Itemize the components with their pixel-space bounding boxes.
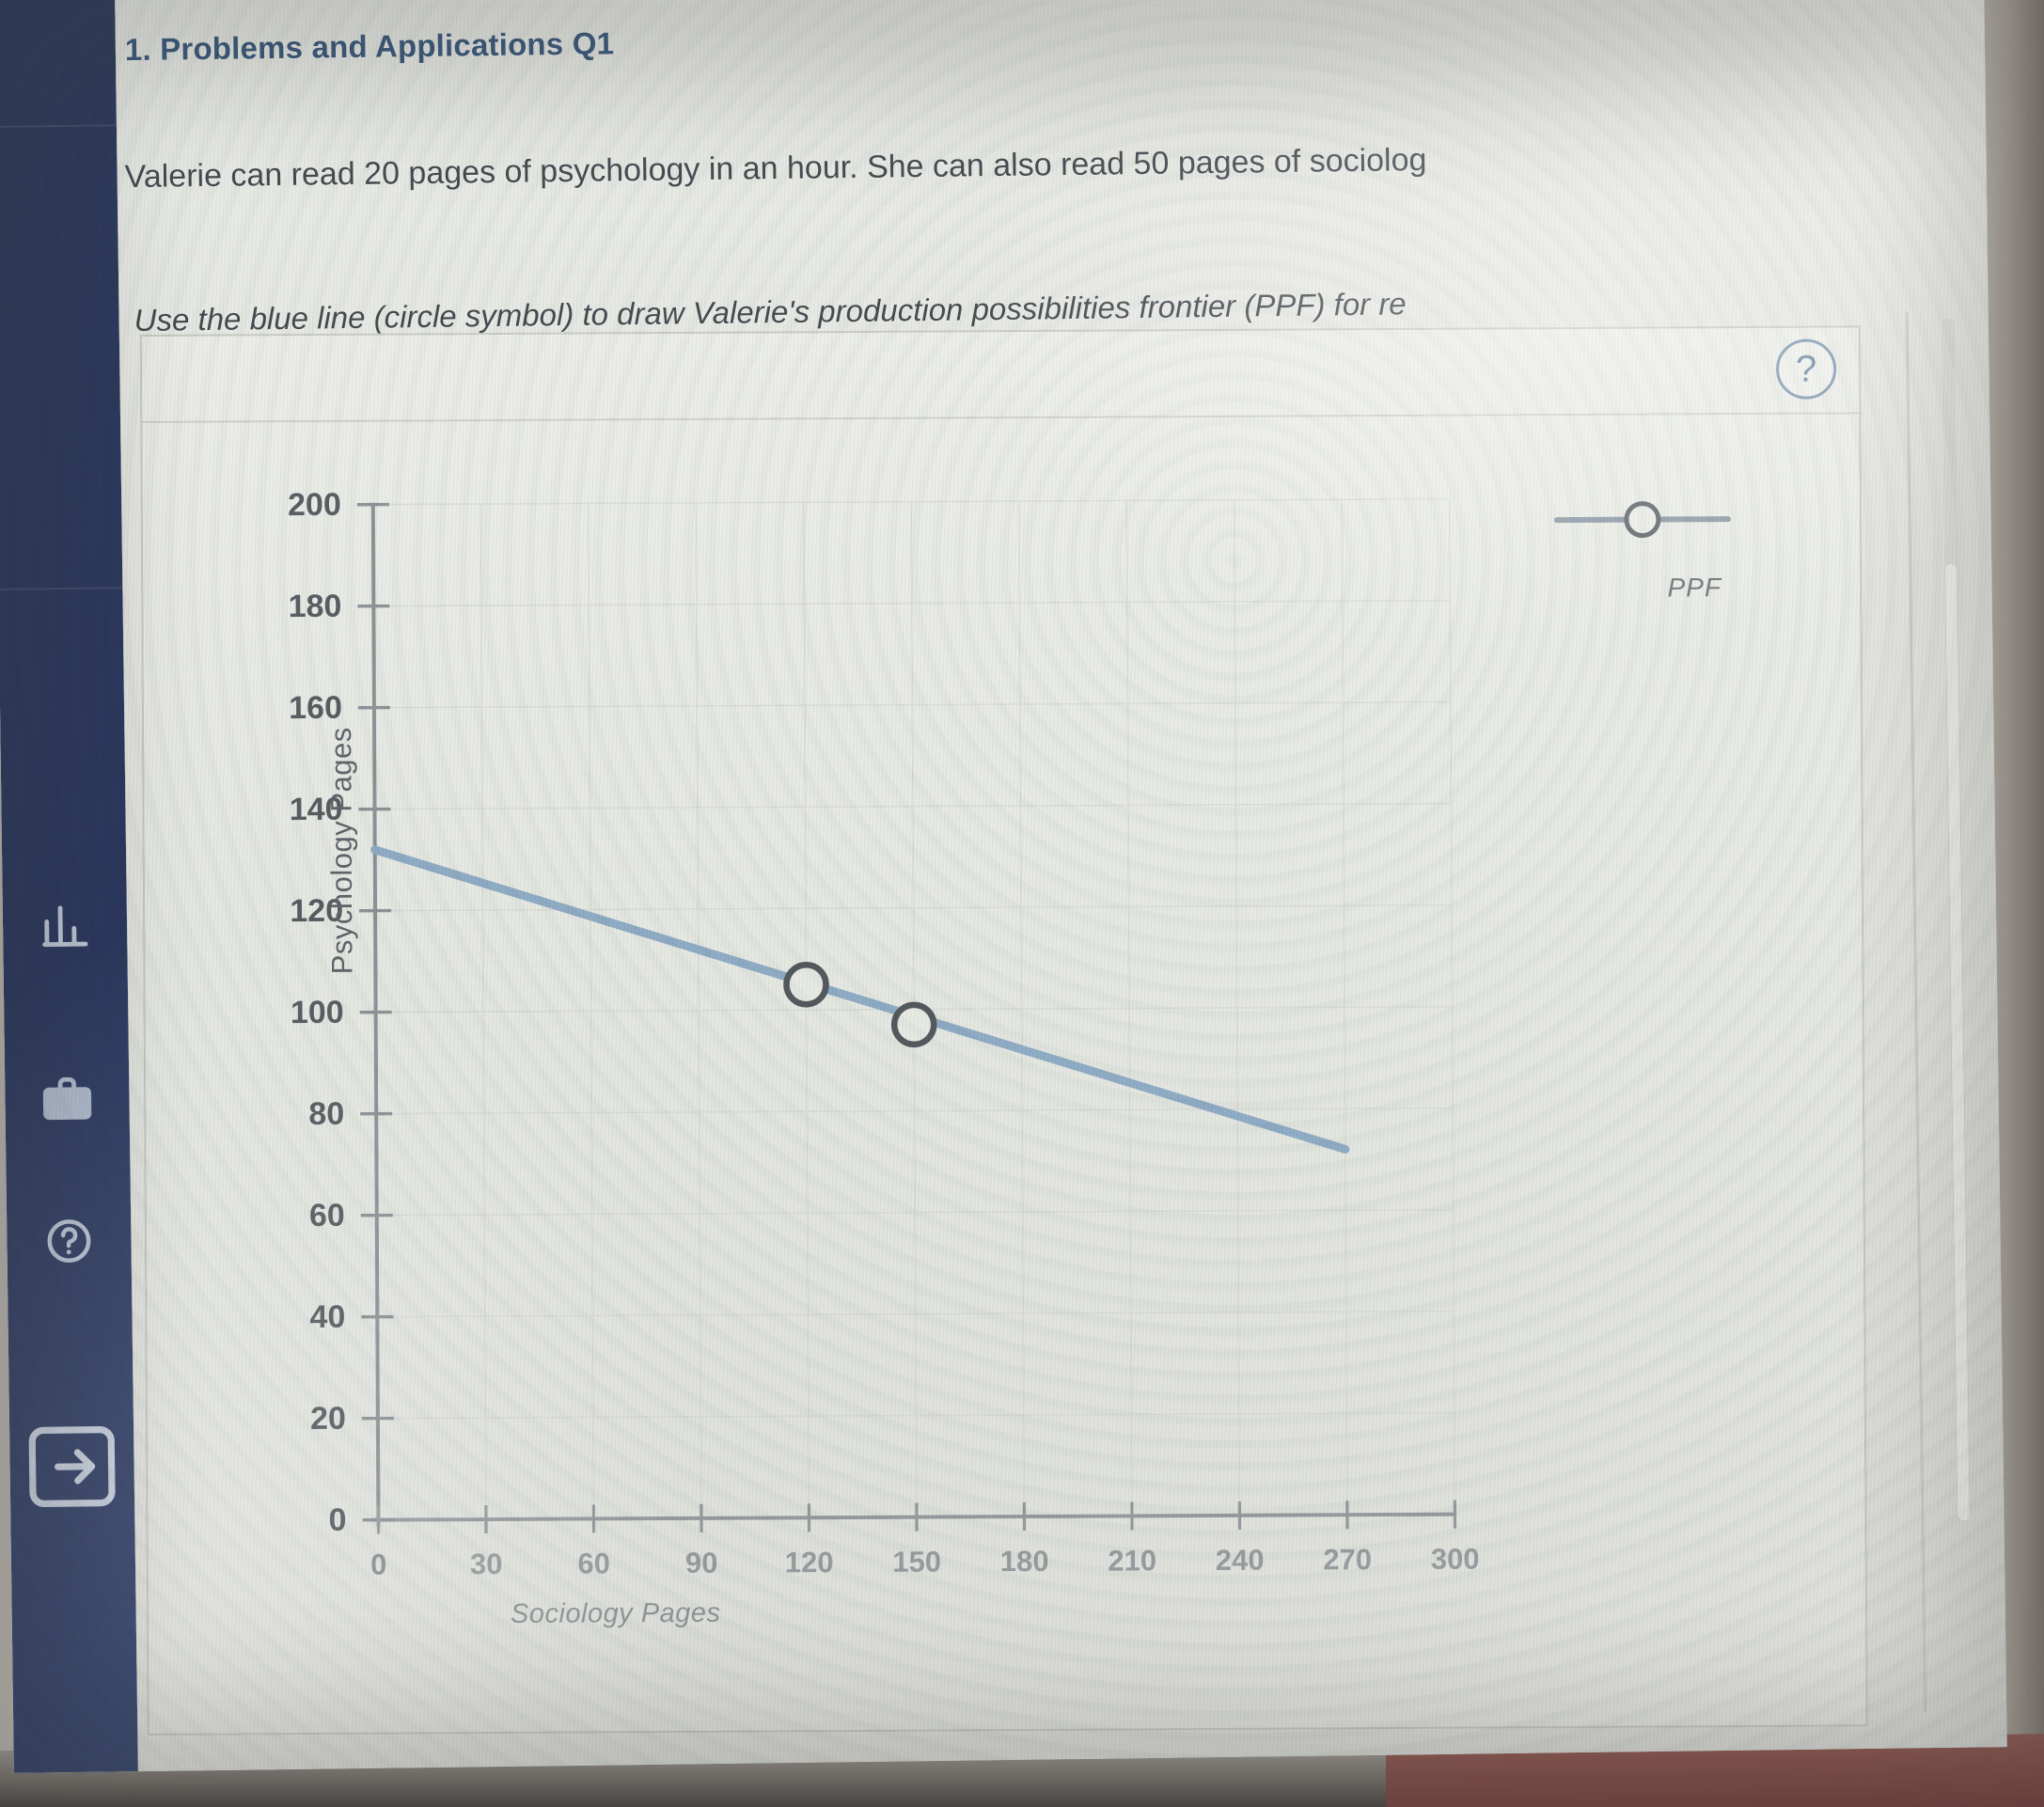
page-title: 1. Problems and Applications Q1 bbox=[124, 25, 615, 68]
sidebar-item-briefcase[interactable] bbox=[5, 1057, 130, 1143]
svg-text:120: 120 bbox=[290, 893, 343, 929]
svg-text:80: 80 bbox=[308, 1096, 344, 1132]
svg-text:60: 60 bbox=[577, 1547, 610, 1579]
y-axis-label: Psychology Pages bbox=[324, 727, 359, 975]
plot-area[interactable]: 0 20 40 60 80 100 120 140 160 180 200 0 30 60 90 120 15… bbox=[232, 471, 1479, 1634]
legend-label-ppf: PPF bbox=[1667, 573, 1722, 603]
content-right-edge bbox=[1905, 311, 1927, 1713]
svg-text:90: 90 bbox=[685, 1547, 718, 1579]
left-sidebar bbox=[0, 0, 138, 1773]
x-axis-label: Sociology Pages bbox=[510, 1597, 721, 1629]
svg-text:120: 120 bbox=[785, 1546, 834, 1579]
chart-help-icon[interactable]: ? bbox=[1775, 338, 1837, 400]
svg-text:180: 180 bbox=[1000, 1545, 1049, 1578]
svg-text:0: 0 bbox=[370, 1548, 386, 1581]
svg-text:200: 200 bbox=[288, 487, 341, 523]
svg-text:300: 300 bbox=[1431, 1543, 1479, 1576]
svg-text:150: 150 bbox=[892, 1546, 941, 1579]
data-point-markers[interactable] bbox=[783, 962, 937, 1048]
svg-text:60: 60 bbox=[309, 1198, 345, 1233]
legend-swatch-ppf bbox=[1553, 501, 1731, 539]
axes bbox=[370, 502, 1457, 1528]
svg-text:40: 40 bbox=[309, 1299, 345, 1335]
sidebar-item-logout[interactable] bbox=[9, 1414, 134, 1519]
question-body-text: Valerie can read 20 pages of psychology … bbox=[124, 142, 1427, 196]
y-axis-ticks: 0 20 40 60 80 100 120 140 160 180 200 bbox=[288, 487, 395, 1538]
svg-text:210: 210 bbox=[1108, 1544, 1156, 1577]
svg-text:240: 240 bbox=[1216, 1544, 1265, 1577]
svg-text:160: 160 bbox=[289, 690, 342, 726]
chart-toolbar: ? bbox=[141, 327, 1863, 423]
gridlines bbox=[372, 497, 1456, 1520]
x-axis-ticks: 0 30 60 90 120 150 180 210 240 270 300 bbox=[370, 1500, 1479, 1581]
question-mark-icon bbox=[43, 1216, 95, 1267]
sidebar-divider bbox=[0, 587, 123, 590]
chart-panel: ? 0 20 40 60 80 100 120 140 160 180 200 0 30 60 90 120… bbox=[139, 325, 1868, 1736]
bar-chart-icon bbox=[38, 899, 93, 954]
svg-text:20: 20 bbox=[310, 1401, 346, 1437]
sidebar-item-chart[interactable] bbox=[3, 888, 128, 965]
logout-icon bbox=[26, 1423, 118, 1509]
svg-text:100: 100 bbox=[291, 995, 344, 1030]
svg-text:180: 180 bbox=[289, 589, 342, 624]
sidebar-item-help[interactable] bbox=[7, 1198, 132, 1284]
content-area: 1. Problems and Applications Q1 Valerie … bbox=[114, 0, 2007, 1772]
svg-text:270: 270 bbox=[1323, 1543, 1372, 1576]
data-series[interactable] bbox=[370, 844, 1350, 1154]
screen-area: 1. Problems and Applications Q1 Valerie … bbox=[0, 0, 2007, 1773]
plot-svg: 0 20 40 60 80 100 120 140 160 180 200 0 30 60 90 120 15… bbox=[288, 487, 1479, 1581]
svg-text:0: 0 bbox=[328, 1502, 346, 1538]
svg-text:140: 140 bbox=[290, 792, 343, 827]
scrollbar-thumb[interactable] bbox=[1944, 562, 1971, 1522]
sidebar-divider bbox=[0, 124, 117, 128]
briefcase-icon bbox=[37, 1073, 98, 1128]
svg-text:30: 30 bbox=[470, 1548, 503, 1580]
chart-legend[interactable]: PPF bbox=[1553, 497, 1836, 659]
